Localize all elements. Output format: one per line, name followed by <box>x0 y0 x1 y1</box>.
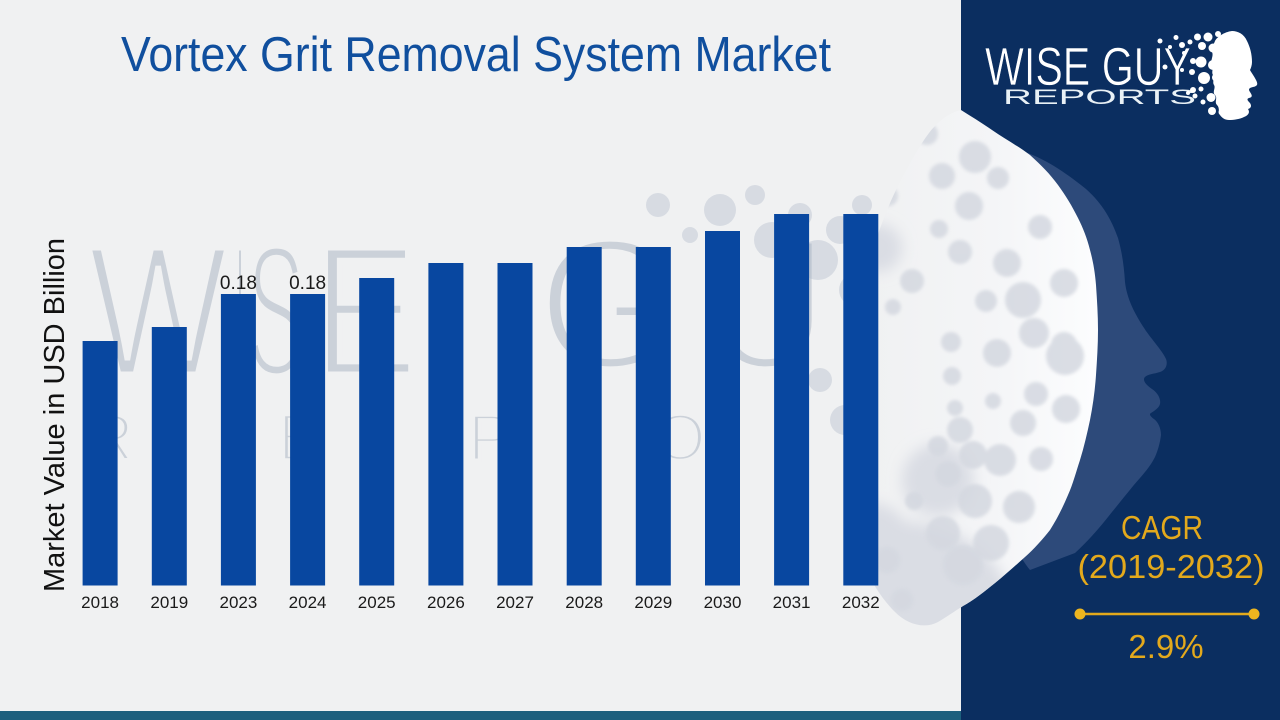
svg-text:WISE GUY: WISE GUY <box>985 37 1191 97</box>
svg-text:0.18: 0.18 <box>289 273 326 294</box>
svg-text:2028: 2028 <box>565 593 603 612</box>
svg-text:2019: 2019 <box>150 593 188 612</box>
svg-text:2.9%: 2.9% <box>1128 628 1203 665</box>
svg-text:2027: 2027 <box>496 593 534 612</box>
svg-text:2025: 2025 <box>358 593 396 612</box>
svg-text:2023: 2023 <box>219 593 257 612</box>
svg-text:REPORTS: REPORTS <box>1003 86 1196 109</box>
svg-text:(2019-2032): (2019-2032) <box>1078 548 1265 585</box>
svg-text:2032: 2032 <box>842 593 880 612</box>
svg-text:2024: 2024 <box>289 593 327 612</box>
svg-text:0.18: 0.18 <box>220 273 257 294</box>
svg-text:2031: 2031 <box>773 593 811 612</box>
svg-text:CAGR: CAGR <box>1121 509 1203 546</box>
svg-text:W: W <box>88 208 228 415</box>
svg-text:2026: 2026 <box>427 593 465 612</box>
svg-text:Market Value in USD Billion: Market Value in USD Billion <box>39 238 71 592</box>
svg-text:Vortex Grit Removal System Mar: Vortex Grit Removal System Market <box>121 28 831 82</box>
svg-text:2030: 2030 <box>704 593 742 612</box>
svg-text:2029: 2029 <box>634 593 672 612</box>
svg-text:2018: 2018 <box>81 593 119 612</box>
